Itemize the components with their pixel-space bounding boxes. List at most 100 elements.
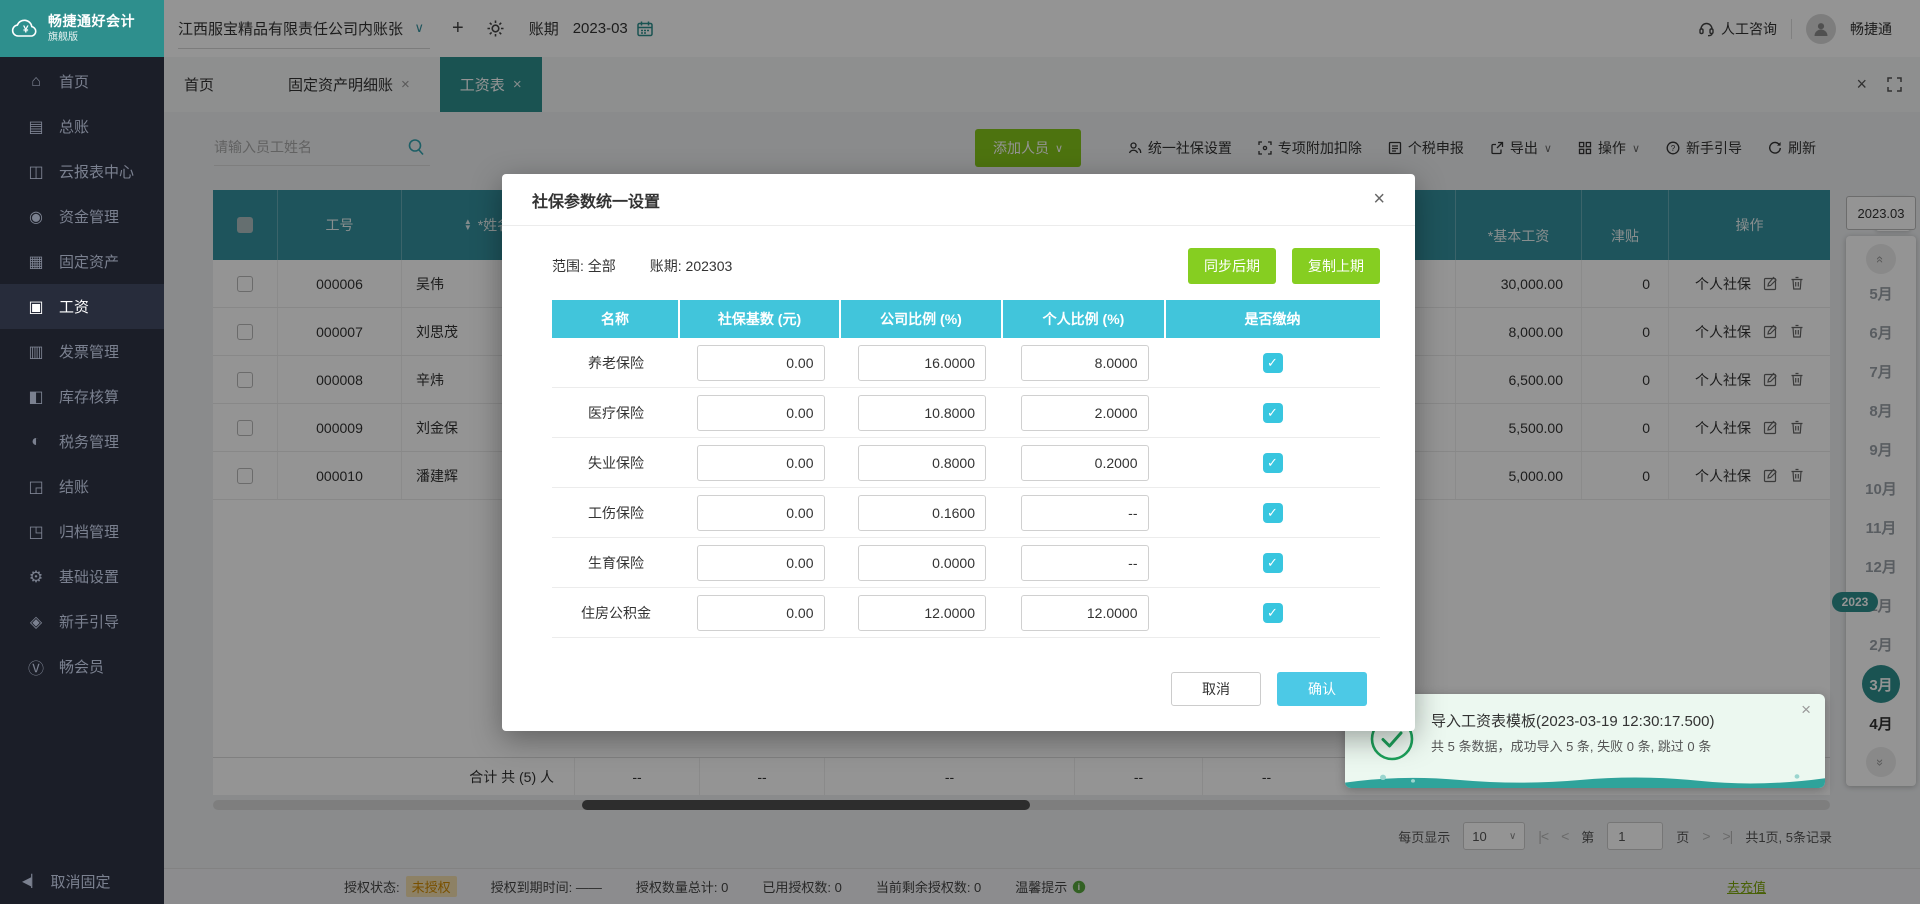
beginner-guide-button[interactable]: ? 新手引导 [1666,138,1742,158]
sidebar-item-tax[interactable]: ◐ 税务管理 [0,419,164,464]
sidebar-item-inventory[interactable]: ◧ 库存核算 [0,374,164,419]
delete-icon[interactable] [1790,420,1804,435]
delete-icon[interactable] [1790,468,1804,483]
confirm-button[interactable]: 确认 [1277,672,1367,706]
edit-icon[interactable] [1763,468,1778,483]
sidebar-item-closing[interactable]: ◲ 结账 [0,464,164,509]
prev-page-button[interactable]: < [1561,828,1569,844]
month-item[interactable]: 10月 [1865,481,1897,498]
delete-icon[interactable] [1790,324,1804,339]
base-input[interactable]: 0.00 [696,444,825,481]
company-ratio-input[interactable]: 0.1600 [858,494,986,531]
month-item[interactable]: 8月 [1869,403,1893,420]
add-employee-button[interactable]: 添加人员 ∨ [975,129,1081,167]
tax-filing-button[interactable]: 个税申报 [1388,138,1464,158]
personal-ratio-input[interactable]: 12.0000 [1020,594,1149,631]
company-ratio-input[interactable]: 16.0000 [858,344,986,381]
month-item[interactable]: 6月 [1869,325,1893,342]
copy-previous-button[interactable]: 复制上期 [1292,248,1380,284]
month-item[interactable]: 2月 [1869,637,1893,654]
month-item[interactable]: 12月 [1865,559,1897,576]
pay-checkbox[interactable]: ✓ [1262,502,1283,523]
month-item[interactable]: 7月 [1869,364,1893,381]
tab-salary-sheet[interactable]: 工资表 × [439,57,542,112]
sidebar-item-cloud-reports[interactable]: ◫ 云报表中心 [0,149,164,194]
page-size-select[interactable]: 10 ∨ [1463,822,1526,850]
company-ratio-input[interactable]: 0.8000 [858,444,986,481]
month-item[interactable]: 9月 [1869,442,1893,459]
edit-icon[interactable] [1763,372,1778,387]
pay-checkbox[interactable]: ✓ [1262,602,1283,623]
pay-checkbox[interactable]: ✓ [1262,552,1283,573]
tab-fixed-asset-ledger[interactable]: 固定资产明细账 × [288,76,410,94]
row-checkbox[interactable] [237,323,253,340]
next-page-button[interactable]: > [1702,828,1710,844]
close-all-tabs-icon[interactable]: × [1856,74,1867,94]
tab-home[interactable]: 首页 [184,77,215,94]
pay-checkbox[interactable]: ✓ [1262,452,1283,473]
personal-ratio-input[interactable]: 0.2000 [1020,444,1149,481]
company-ratio-input[interactable]: 10.8000 [858,394,986,431]
personal-insurance-link[interactable]: 个人社保 [1695,467,1751,484]
horizontal-scrollbar[interactable] [213,800,1830,810]
scroll-up-icon[interactable]: « [1866,244,1896,274]
sidebar-item-invoices[interactable]: ▥ 发票管理 [0,329,164,374]
month-item[interactable]: 5月 [1869,286,1893,303]
company-ratio-input[interactable]: 12.0000 [858,594,986,631]
manual-consult-button[interactable]: 人工咨询 [1698,19,1777,39]
sidebar-item-general-ledger[interactable]: ▤ 总账 [0,104,164,149]
page-number-input[interactable]: 1 [1607,822,1664,850]
personal-insurance-link[interactable]: 个人社保 [1695,275,1751,292]
close-toast-icon[interactable]: × [1801,700,1811,719]
unpin-sidebar-button[interactable]: ◀▏ 取消固定 [22,873,111,891]
scrollbar-thumb[interactable] [582,800,1030,810]
add-account-button[interactable]: + [452,17,464,39]
edit-icon[interactable] [1763,420,1778,435]
base-input[interactable]: 0.00 [696,344,825,381]
sidebar-item-fixed-assets[interactable]: ▦ 固定资产 [0,239,164,284]
fullscreen-icon[interactable] [1887,77,1902,92]
search-input[interactable] [214,130,394,164]
delete-icon[interactable] [1790,276,1804,291]
personal-ratio-input[interactable]: 2.0000 [1020,394,1149,431]
sidebar-item-guide[interactable]: ◈ 新手引导 [0,599,164,644]
base-input[interactable]: 0.00 [696,394,825,431]
select-all-checkbox[interactable] [213,190,278,260]
month-item[interactable]: 11月 [1865,520,1897,537]
company-ratio-input[interactable]: 0.0000 [858,544,986,581]
sidebar-item-membership[interactable]: Ⓥ 畅会员 [0,644,164,689]
last-page-button[interactable]: >| [1722,828,1734,844]
first-page-button[interactable]: |< [1538,828,1549,844]
recharge-link[interactable]: 去充值 [1727,880,1767,895]
refresh-button[interactable]: 刷新 [1768,138,1816,158]
row-checkbox[interactable] [237,275,253,292]
personal-insurance-link[interactable]: 个人社保 [1695,323,1751,340]
month-item-active[interactable]: 3月 [1862,665,1900,703]
sidebar-item-funds[interactable]: ◉ 资金管理 [0,194,164,239]
delete-icon[interactable] [1790,372,1804,387]
export-button[interactable]: 导出 ∨ [1490,138,1552,158]
search-icon[interactable] [406,137,426,157]
personal-ratio-input[interactable]: 8.0000 [1020,344,1149,381]
sidebar-item-settings[interactable]: ⚙ 基础设置 [0,554,164,599]
operations-button[interactable]: 操作 ∨ [1578,138,1640,158]
month-item[interactable]: 4月 [1869,716,1893,733]
base-input[interactable]: 0.00 [696,494,825,531]
info-icon[interactable]: i [1072,880,1086,894]
personal-insurance-link[interactable]: 个人社保 [1695,419,1751,436]
close-modal-icon[interactable]: × [1373,188,1385,210]
username[interactable]: 畅捷通 [1850,20,1892,37]
close-tab-icon[interactable]: × [512,76,522,93]
personal-insurance-link[interactable]: 个人社保 [1695,371,1751,388]
base-input[interactable]: 0.00 [696,544,825,581]
cancel-button[interactable]: 取消 [1171,672,1261,706]
edit-icon[interactable] [1763,324,1778,339]
calendar-icon[interactable] [636,20,654,38]
user-avatar[interactable] [1806,13,1836,44]
special-deduction-button[interactable]: 专项附加扣除 [1258,138,1362,158]
settings-gear-icon[interactable] [486,19,505,38]
edit-icon[interactable] [1763,276,1778,291]
sidebar-item-home[interactable]: ⌂ 首页 [0,59,164,104]
pay-checkbox[interactable]: ✓ [1262,402,1283,423]
sidebar-item-salary[interactable]: ▣ 工资 [0,284,164,329]
